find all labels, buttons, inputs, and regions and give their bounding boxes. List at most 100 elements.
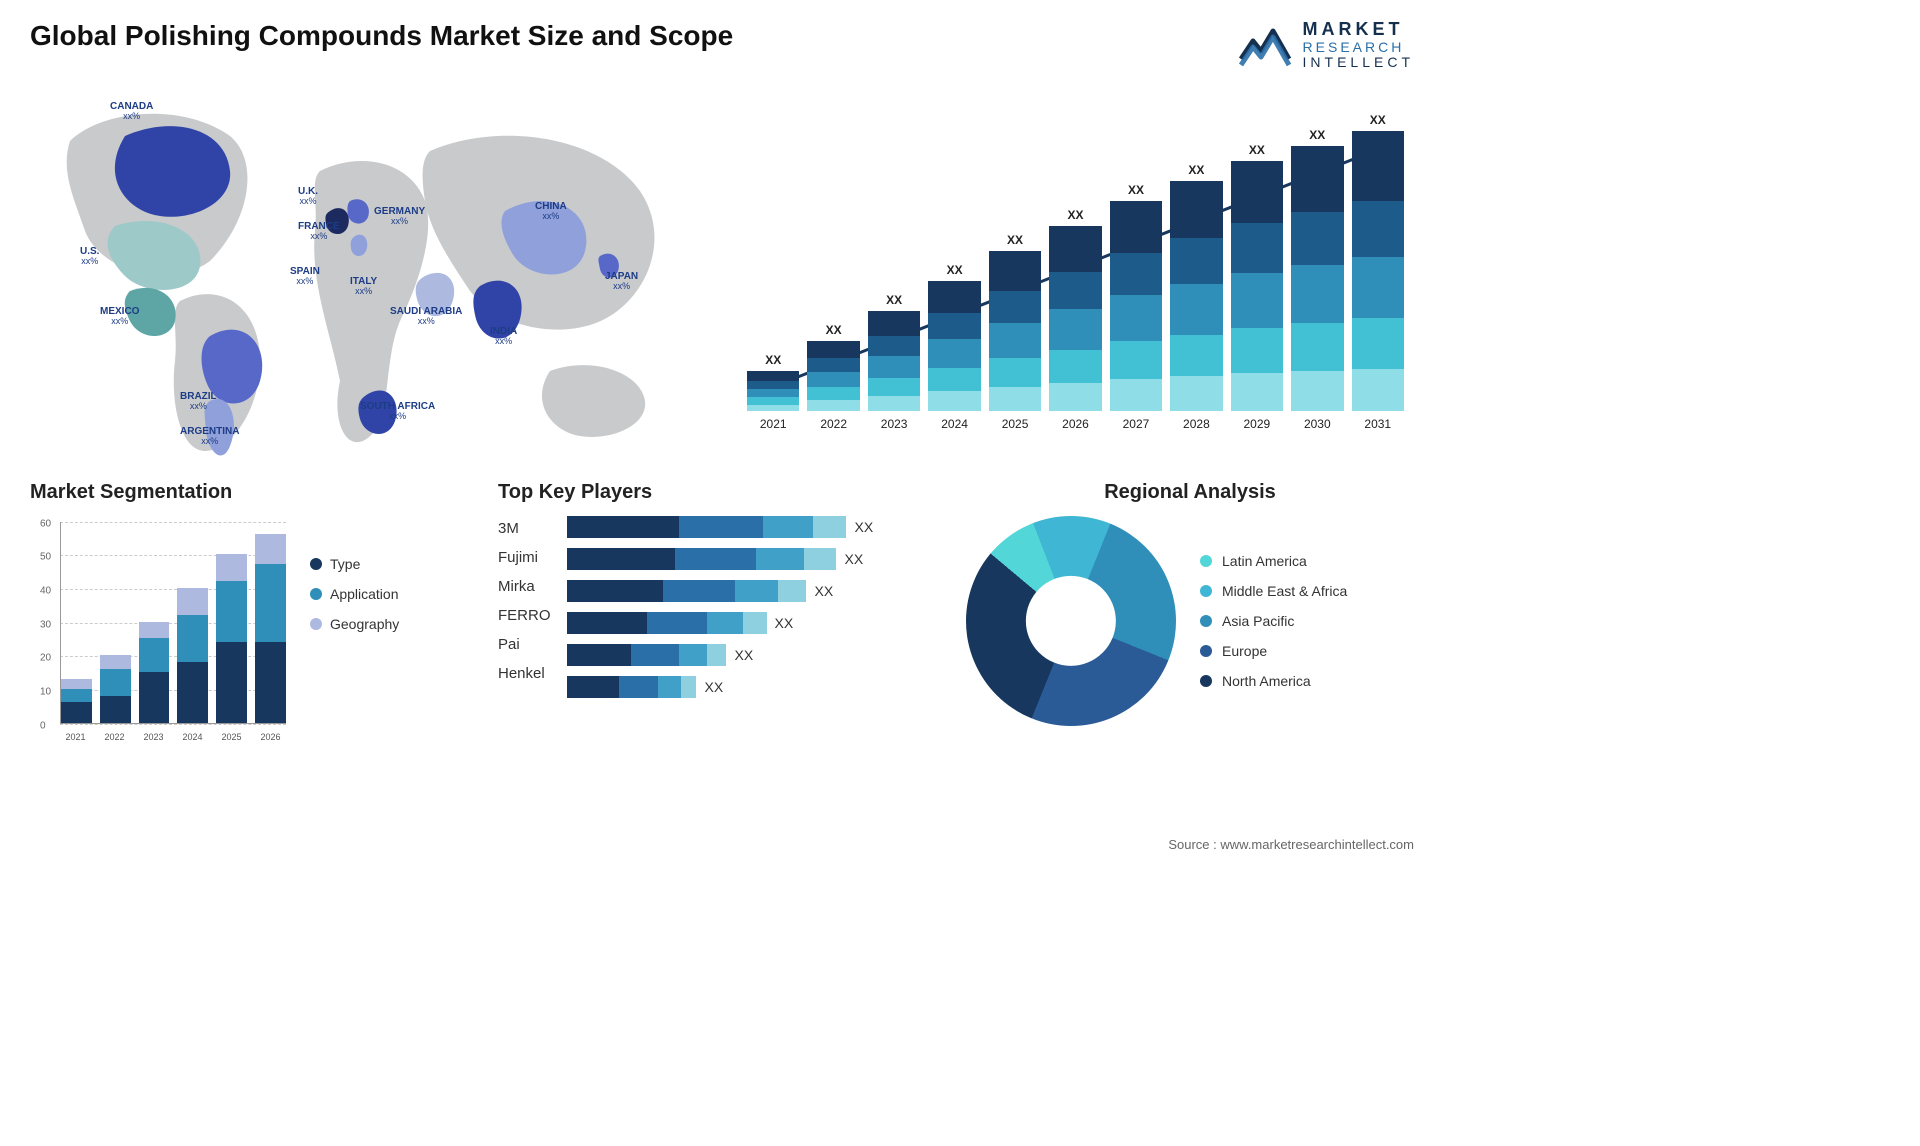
key-player-bar: XX [567,612,947,634]
seg-ytick: 60 [40,518,51,529]
legend-swatch-icon [310,558,322,570]
seg-ytick: 30 [40,619,51,630]
regional-legend-item: Europe [1200,643,1347,659]
key-players-names: 3MFujimiMirkaFERROPaiHenkel [498,516,551,698]
growth-bar: XX 2022 [807,323,859,431]
map-label: ITALYxx% [350,276,377,297]
growth-value-label: XX [1067,208,1083,222]
legend-label: Application [330,586,399,602]
seg-xtick: 2023 [143,732,163,742]
map-label: FRANCExx% [298,221,340,242]
seg-ytick: 50 [40,552,51,563]
legend-swatch-icon [1200,645,1212,657]
growth-bar: XX2028 [1170,163,1222,431]
logo-mark-icon [1239,23,1293,67]
map-label: SAUDI ARABIAxx% [390,306,462,327]
legend-swatch-icon [1200,675,1212,687]
growth-year-label: 2021 [760,417,787,431]
segmentation-title: Market Segmentation [30,481,478,504]
key-player-name: FERRO [498,607,551,624]
growth-value-label: XX [1309,128,1325,142]
growth-value-label: XX [826,323,842,337]
brand-logo: MARKET RESEARCH INTELLECT [1239,20,1414,71]
seg-xtick: 2022 [104,732,124,742]
seg-bar [255,534,286,723]
growth-bar: XX 2021 [747,353,799,431]
growth-bar: XX2023 [868,293,920,431]
key-player-name: 3M [498,520,551,537]
seg-bar [139,622,170,723]
growth-chart-panel: XX2021XX2022XX2023XX2024XX2025XX2026XX20… [737,81,1414,461]
seg-ytick: 40 [40,585,51,596]
growth-value-label: XX [1370,113,1386,127]
regional-donut-chart [966,516,1176,726]
growth-year-label: 2030 [1304,417,1331,431]
growth-value-label: XX [886,293,902,307]
seg-xtick: 2024 [182,732,202,742]
key-player-name: Fujimi [498,549,551,566]
growth-bar: XX2027 [1110,183,1162,431]
map-label: SPAINxx% [290,266,320,287]
key-players-panel: Top Key Players 3MFujimiMirkaFERROPaiHen… [498,481,946,746]
growth-value-label: XX [1249,143,1265,157]
key-player-bar: XX [567,644,947,666]
growth-bar: XX2025 [989,233,1041,431]
growth-bar: XX2026 [1049,208,1101,431]
growth-year-label: 2025 [1002,417,1029,431]
world-map-panel: CANADAxx%U.S.xx%MEXICOxx%BRAZILxx%ARGENT… [30,81,707,461]
growth-bar: XX2029 [1231,143,1283,431]
key-player-value: XX [815,583,834,599]
growth-bar: XX 2024 [928,263,980,431]
key-players-bars: XX XX XX XX XX XX [567,516,947,698]
growth-bar: XX 2031 [1352,113,1404,431]
key-player-value: XX [705,679,724,695]
seg-bar [177,588,208,723]
logo-text-3: INTELLECT [1303,55,1414,70]
regional-legend-item: Asia Pacific [1200,613,1347,629]
regional-legend-item: Latin America [1200,553,1347,569]
map-label: BRAZILxx% [180,391,217,412]
regional-legend-item: Middle East & Africa [1200,583,1347,599]
legend-swatch-icon [1200,615,1212,627]
map-label: ARGENTINAxx% [180,426,239,447]
growth-year-label: 2024 [941,417,968,431]
key-player-value: XX [855,519,874,535]
map-label: U.S.xx% [80,246,99,267]
legend-swatch-icon [310,618,322,630]
legend-label: Type [330,556,360,572]
logo-text-2: RESEARCH [1303,40,1414,55]
source-attribution: Source : www.marketresearchintellect.com [1168,837,1414,852]
seg-bar [100,655,131,722]
growth-value-label: XX [947,263,963,277]
key-player-bar: XX [567,516,947,538]
map-label: JAPANxx% [605,271,638,292]
key-player-bar: XX [567,580,947,602]
map-label: CANADAxx% [110,101,153,122]
seg-bar [216,554,247,722]
seg-ytick: 20 [40,653,51,664]
growth-value-label: XX [1188,163,1204,177]
legend-label: North America [1222,673,1311,689]
regional-legend: Latin America Middle East & Africa Asia Pa… [1200,553,1347,689]
page-title: Global Polishing Compounds Market Size a… [30,20,733,52]
growth-value-label: XX [765,353,781,367]
map-label: CHINAxx% [535,201,567,222]
legend-label: Geography [330,616,399,632]
segmentation-chart: 0102030405060202120222023202420252026 [30,516,290,746]
seg-xtick: 2025 [221,732,241,742]
growth-year-label: 2022 [820,417,847,431]
map-label: INDIAxx% [490,326,517,347]
seg-legend-item: Application [310,586,399,602]
seg-ytick: 0 [40,720,46,731]
legend-label: Asia Pacific [1222,613,1294,629]
legend-swatch-icon [1200,585,1212,597]
segmentation-panel: Market Segmentation 01020304050602021202… [30,481,478,746]
regional-legend-item: North America [1200,673,1347,689]
legend-swatch-icon [1200,555,1212,567]
segmentation-legend: Type Application Geography [310,516,399,632]
map-label: GERMANYxx% [374,206,425,227]
seg-legend-item: Type [310,556,399,572]
growth-year-label: 2031 [1364,417,1391,431]
key-player-bar: XX [567,548,947,570]
seg-xtick: 2026 [260,732,280,742]
